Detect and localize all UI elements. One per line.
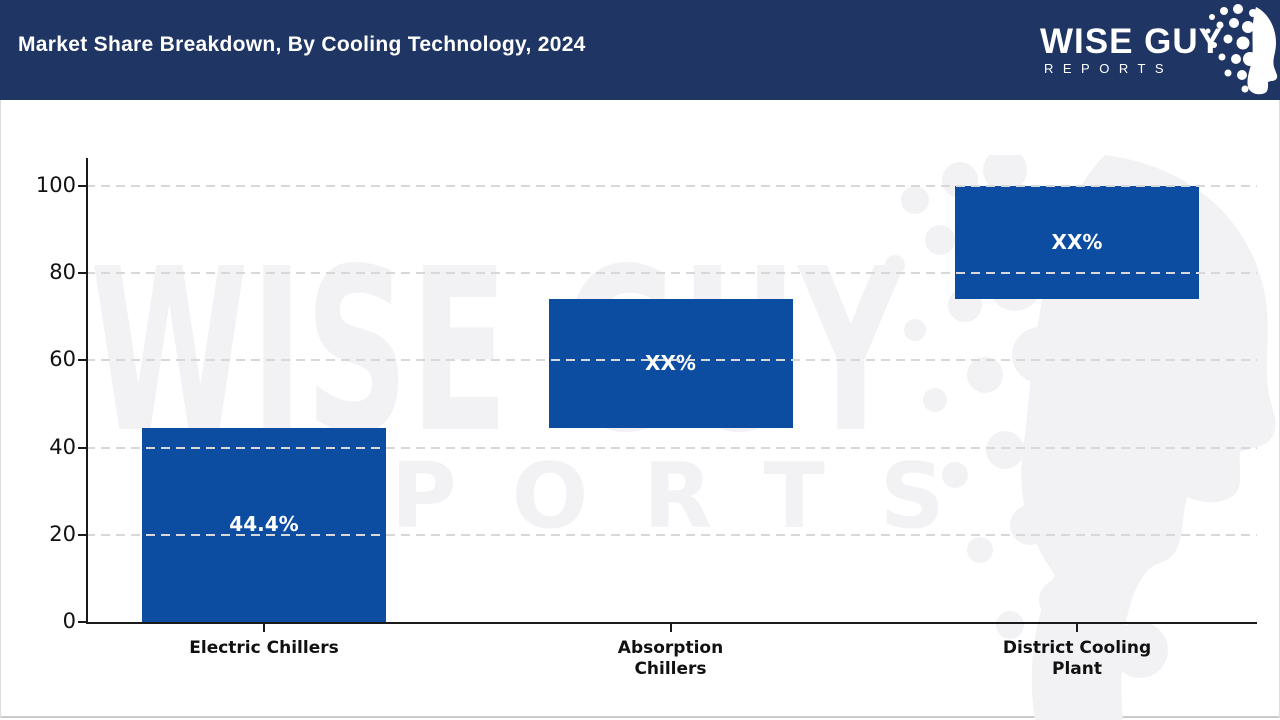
- y-tick-label: 60: [49, 347, 76, 372]
- bar-district-cooling-plant: XX%: [955, 186, 1199, 300]
- x-category-label: District Cooling Plant: [937, 638, 1217, 680]
- x-tick-mark: [263, 624, 265, 632]
- x-category-label-line: District Cooling: [1002, 638, 1152, 658]
- y-tick-mark: [78, 446, 86, 449]
- y-axis: [86, 158, 88, 624]
- x-category-label-line: Electric Chillers: [189, 638, 339, 658]
- bar-value-label: 44.4%: [229, 512, 299, 537]
- bar-value-label: XX%: [645, 350, 696, 375]
- chart-area: WISE GUY REPORTS 44.4% XX% XX% 0 20 40 60 80 100…: [0, 100, 1280, 720]
- y-tick-mark: [78, 272, 86, 275]
- x-category-label-line: Chillers: [634, 659, 707, 679]
- logo-subtitle: REPORTS: [1044, 61, 1174, 76]
- bar-absorption-chillers: XX%: [548, 299, 793, 429]
- bottom-border: [0, 716, 1280, 718]
- page-title: Market Share Breakdown, By Cooling Techn…: [18, 33, 586, 56]
- x-tick-mark: [1076, 624, 1078, 632]
- gridline-100: [86, 185, 1257, 187]
- x-category-label: Absorption Chillers: [531, 638, 811, 680]
- x-tick-mark: [669, 624, 672, 632]
- y-tick-label: 100: [35, 173, 76, 197]
- bar-electric-chillers: 44.4%: [142, 428, 386, 622]
- gridline-20: [86, 533, 1257, 536]
- left-border: [0, 100, 1, 718]
- x-axis: [86, 622, 1257, 624]
- x-category-label-line: Plant: [1052, 659, 1102, 679]
- y-tick-mark: [78, 359, 86, 362]
- logo-face-icon: [1205, 4, 1278, 95]
- logo-wordmark: WISE GUY: [1040, 22, 1224, 61]
- x-category-label: Electric Chillers: [124, 638, 404, 659]
- y-tick-mark: [78, 533, 86, 536]
- bar-value-label: XX%: [1051, 229, 1103, 254]
- y-tick-label: 0: [62, 609, 76, 633]
- y-tick-label: 20: [49, 521, 76, 546]
- wiseguy-logo: WISE GUY REPORTS: [1035, 0, 1280, 100]
- y-tick-mark: [78, 185, 86, 187]
- gridline-60: [86, 359, 1257, 362]
- y-tick-mark: [78, 621, 86, 623]
- header-bar: Market Share Breakdown, By Cooling Techn…: [0, 0, 1280, 100]
- gridline-80: [86, 272, 1257, 275]
- x-category-label-line: Absorption: [617, 638, 724, 658]
- y-tick-label: 80: [49, 260, 76, 285]
- gridline-40: [86, 446, 1257, 449]
- y-tick-label: 40: [49, 434, 76, 459]
